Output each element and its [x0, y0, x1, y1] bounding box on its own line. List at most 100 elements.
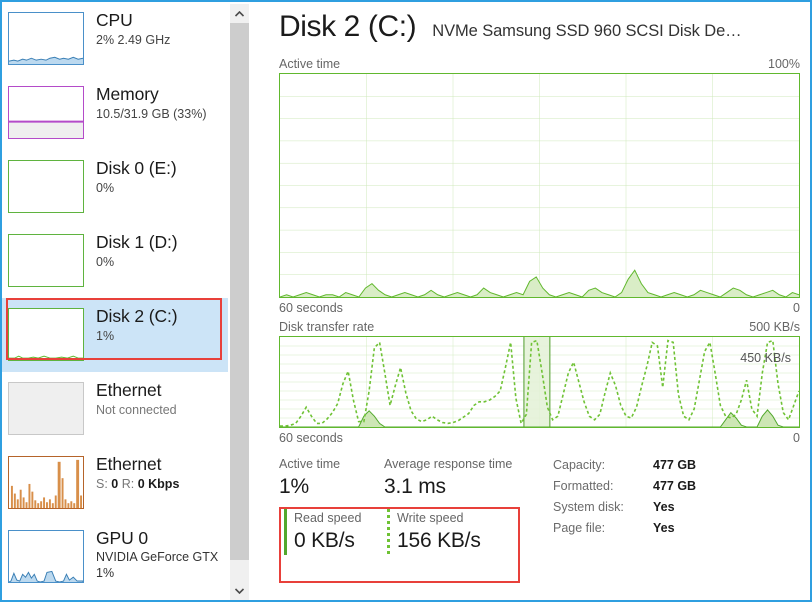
detail-row: Formatted: 477 GB	[553, 476, 696, 497]
active-time-graph-block: Active time 100% 60 seconds 0	[279, 56, 800, 317]
scroll-up-icon[interactable]	[230, 4, 249, 23]
sidebar-item-ethernet-disconnected-title: Ethernet	[96, 380, 162, 400]
transfer-rate-plot	[280, 337, 799, 427]
scroll-down-icon[interactable]	[230, 581, 249, 600]
transfer-rate-axis-right: 0	[793, 431, 800, 445]
speed-stats-row: Read speed 0 KB/s Write speed 156 KB/s	[279, 505, 541, 561]
sidebar-item-gpu0-text: GPU 0 NVIDIA GeForce GTX 1%	[96, 526, 218, 581]
detail-row: Page file: Yes	[553, 518, 696, 539]
active-time-stat: Active time 1%	[279, 455, 384, 501]
sidebar-item-ethernet-sub: S: 0 R: 0 Kbps	[96, 476, 179, 493]
stats-left-column: Active time 1% Average response time 3.1…	[279, 455, 541, 583]
transfer-rate-chart: 450 KB/s	[279, 336, 800, 428]
sidebar-item-disk2-text: Disk 2 (C:) 1%	[96, 304, 178, 345]
sidebar-item-cpu-title: CPU	[96, 10, 133, 30]
sidebar-item-memory-sub: 10.5/31.9 GB (33%)	[96, 107, 207, 121]
device-name: NVMe Samsung SSD 960 SCSI Disk De…	[432, 22, 742, 40]
detail-key: Page file:	[553, 521, 606, 535]
sidebar-item-ethernet[interactable]: Ethernet S: 0 R: 0 Kbps	[2, 446, 228, 520]
sidebar-item-disk1-sub: 0%	[96, 255, 115, 269]
read-speed-value: 0 KB/s	[294, 529, 355, 552]
ethernet-thumbnail	[8, 456, 84, 509]
ethernet-recv-value: 0 Kbps	[137, 477, 180, 491]
active-time-label: Active time	[279, 57, 341, 71]
active-time-axis-right: 0	[793, 301, 800, 315]
ethernet-recv-label: R:	[121, 477, 135, 491]
ethernet-send-value: 0	[111, 477, 119, 491]
read-speed-stat-body: Read speed 0 KB/s	[294, 509, 361, 555]
write-speed-stat-body: Write speed 156 KB/s	[397, 509, 481, 555]
read-speed-stat: Read speed 0 KB/s	[284, 509, 387, 555]
sidebar-item-gpu0-sub: NVIDIA GeForce GTX	[96, 550, 219, 564]
active-time-axis-left: 60 seconds	[279, 301, 343, 315]
sidebar-item-disk1[interactable]: Disk 1 (D:) 0%	[2, 224, 228, 298]
disk2-thumbnail	[8, 308, 84, 361]
sidebar-item-ethernet-text: Ethernet S: 0 R: 0 Kbps	[96, 452, 179, 493]
read-speed-legend-icon	[284, 509, 287, 555]
sidebar-item-ethernet-disconnected-sub: Not connected	[96, 403, 177, 417]
active-time-axis: 60 seconds 0	[279, 299, 800, 317]
sidebar-item-ethernet-title: Ethernet	[96, 454, 162, 474]
sidebar-item-disk0-sub: 0%	[96, 181, 115, 195]
sidebar-item-gpu0-title: GPU 0	[96, 528, 149, 548]
detail-key: Formatted:	[553, 479, 614, 493]
transfer-rate-graph-block: Disk transfer rate 500 KB/s 450 KB/s 60 …	[279, 319, 800, 447]
detail-value: Yes	[653, 521, 675, 535]
gpu-thumbnail	[8, 530, 84, 583]
transfer-rate-axis: 60 seconds 0	[279, 429, 800, 447]
sidebar-item-cpu[interactable]: CPU 2% 2.49 GHz	[2, 2, 228, 76]
write-speed-label: Write speed	[397, 511, 464, 525]
detail-value: Yes	[653, 500, 675, 514]
scrollbar-thumb[interactable]	[230, 23, 249, 560]
disk1-thumbnail	[8, 234, 84, 287]
response-time-stat-label: Average response time	[384, 457, 513, 471]
active-time-max: 100%	[768, 57, 800, 71]
sidebar-item-ethernet-disconnected-text: Ethernet Not connected	[96, 378, 177, 419]
read-speed-label: Read speed	[294, 511, 362, 525]
sidebar-item-memory-text: Memory 10.5/31.9 GB (33%)	[96, 82, 206, 123]
performance-detail-panel: Disk 2 (C:) NVMe Samsung SSD 960 SCSI Di…	[251, 2, 810, 600]
disk0-thumbnail	[8, 160, 84, 213]
transfer-rate-label: Disk transfer rate	[279, 320, 375, 334]
response-time-stat: Average response time 3.1 ms	[384, 455, 534, 501]
detail-key: System disk:	[553, 500, 624, 514]
sidebar-scrollbar[interactable]	[230, 4, 249, 600]
sidebar-item-ethernet-disconnected[interactable]: Ethernet Not connected	[2, 372, 228, 446]
primary-stats-row: Active time 1% Average response time 3.1…	[279, 455, 541, 501]
active-time-stat-label: Active time	[279, 457, 341, 471]
sidebar-item-disk1-title: Disk 1 (D:)	[96, 232, 178, 252]
ethernet-disconnected-thumbnail	[8, 382, 84, 435]
active-time-caption: Active time 100%	[279, 56, 800, 73]
sidebar-item-disk0[interactable]: Disk 0 (E:) 0%	[2, 150, 228, 224]
detail-row: System disk: Yes	[553, 497, 696, 518]
sidebar-item-cpu-sub: 2% 2.49 GHz	[96, 33, 171, 47]
sidebar-item-gpu0[interactable]: GPU 0 NVIDIA GeForce GTX 1%	[2, 520, 228, 594]
active-time-plot	[280, 74, 799, 297]
write-speed-legend-icon	[387, 509, 390, 555]
sidebar-item-memory[interactable]: Memory 10.5/31.9 GB (33%)	[2, 76, 228, 150]
active-time-chart	[279, 73, 800, 298]
transfer-rate-annotation: 450 KB/s	[740, 351, 791, 365]
write-speed-value: 156 KB/s	[397, 529, 481, 552]
sidebar-item-disk2-title: Disk 2 (C:)	[96, 306, 178, 326]
response-time-stat-value: 3.1 ms	[384, 475, 446, 498]
sidebar-item-disk2-sub: 1%	[96, 329, 115, 343]
resource-sidebar[interactable]: CPU 2% 2.49 GHz Memory 10.5/31.9 GB (33%…	[2, 2, 228, 600]
disk-details-column: Capacity: 477 GB Formatted: 477 GB Syste…	[553, 455, 696, 561]
sidebar-item-gpu0-sub2: 1%	[96, 566, 115, 580]
sidebar-item-disk2[interactable]: Disk 2 (C:) 1%	[2, 298, 228, 372]
write-speed-stat: Write speed 156 KB/s	[387, 509, 491, 555]
detail-value: 477 GB	[653, 479, 697, 493]
detail-row: Capacity: 477 GB	[553, 455, 696, 476]
sidebar-item-cpu-text: CPU 2% 2.49 GHz	[96, 8, 170, 49]
sidebar-item-disk0-title: Disk 0 (E:)	[96, 158, 177, 178]
ethernet-send-label: S:	[96, 477, 108, 491]
detail-key: Capacity:	[553, 458, 606, 472]
transfer-rate-axis-left: 60 seconds	[279, 431, 343, 445]
memory-thumbnail	[8, 86, 84, 139]
panel-header: Disk 2 (C:) NVMe Samsung SSD 960 SCSI Di…	[279, 8, 800, 54]
sidebar-item-disk1-text: Disk 1 (D:) 0%	[96, 230, 178, 271]
active-time-stat-value: 1%	[279, 475, 309, 498]
cpu-thumbnail	[8, 12, 84, 65]
stats-area: Active time 1% Average response time 3.1…	[279, 455, 800, 583]
